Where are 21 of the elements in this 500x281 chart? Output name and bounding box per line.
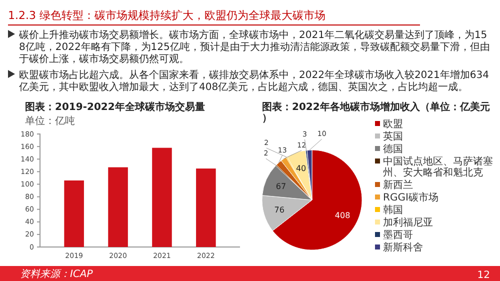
text: 碳价上升推动碳市场交易额增长。碳市场方面，全球碳市场中，2021年二氧化碳交易量达到了顶峰，为158亿吨，2022年略有下降，为125亿吨，预计是由于大力推动清洁能源政策，导致碳配额交易量下滑，但由于碳价上涨，碳市场交易额仍然可观。 (18, 29, 490, 65)
legend-label: 欧盟 (383, 118, 403, 130)
data-label: 76 (274, 206, 284, 215)
legend-label: RGGI碳市场 (383, 192, 438, 204)
legend-label: 德国 (383, 144, 403, 155)
legend-label: 韩国 (383, 204, 403, 216)
legend-label: 新西兰 (383, 179, 413, 191)
text: 12 (477, 270, 490, 281)
text: 资料来源：ICAP (20, 268, 94, 280)
legend-label: 中国试点地区、马萨诸塞州、安大略省和魁北克 (383, 156, 493, 178)
data-label: 67 (276, 182, 286, 191)
text: 1.2.3 绿色转型：碳市场规模持续扩大，欧盟仍为全球最大碳市场 (8, 9, 326, 22)
data-label: 40 (296, 164, 306, 173)
y-axis-title: 单位：亿吨 (25, 115, 75, 127)
text: 欧盟碳市场占比超六成。从各个国家来看，碳排放交易体系中，2022年全球碳市场收入较2021年增加634亿美元，其中欧盟收入增加最大，达到了408亿美元，占比超六成，德国、英国次之，占比均超一成。 (18, 69, 489, 93)
legend-label: 新斯科舍 (383, 242, 423, 254)
legend-label: 加利福尼亚 (383, 216, 433, 228)
chart-title: 图表：2019-2022年全球碳市场交易量 (25, 101, 205, 113)
legend-label: 墨西哥 (383, 230, 413, 241)
legend-label: 英国 (383, 130, 403, 142)
data-label: 408 (334, 210, 350, 220)
